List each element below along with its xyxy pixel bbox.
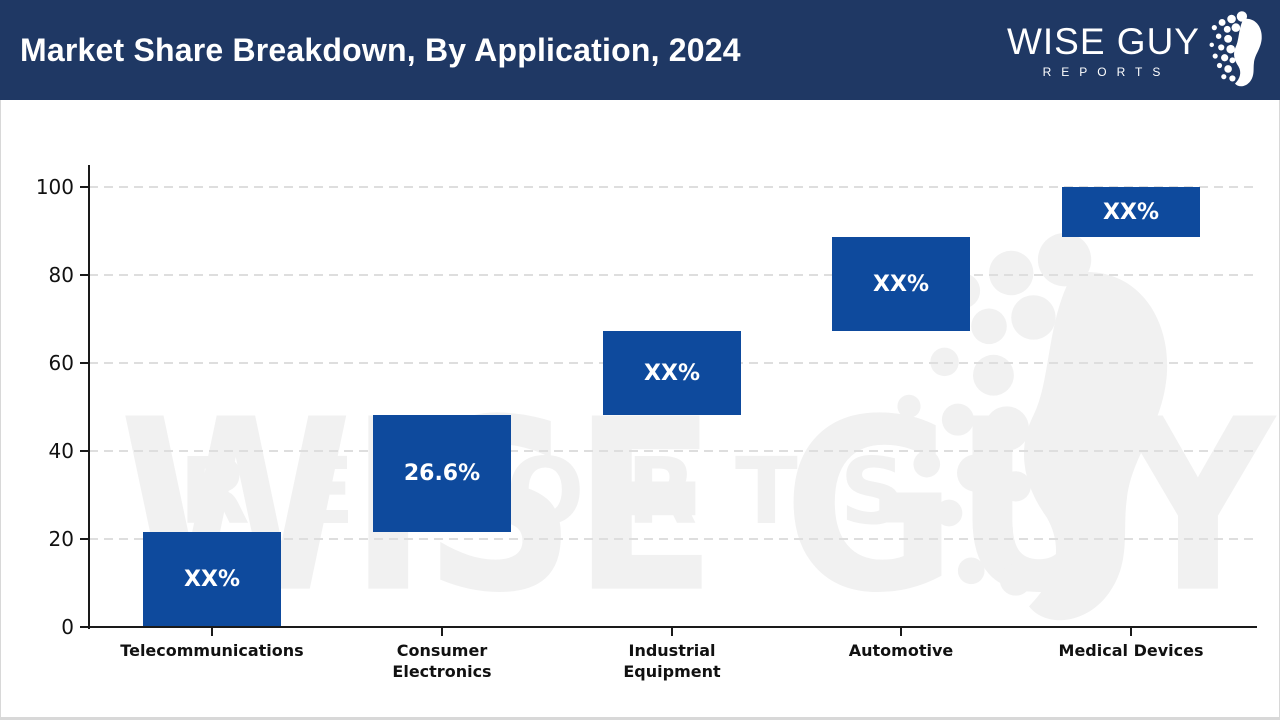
- x-axis-line: [88, 626, 1257, 628]
- y-gridline: [89, 450, 1256, 452]
- y-gridline: [89, 538, 1256, 540]
- brand-subtext: REPORTS: [1042, 64, 1171, 79]
- header-bar: Market Share Breakdown, By Application, …: [0, 0, 1280, 100]
- y-tick-mark: [80, 538, 88, 540]
- y-tick-mark: [80, 362, 88, 364]
- bar-value-label: 26.6%: [403, 461, 481, 487]
- bar-value-label: XX%: [184, 567, 240, 593]
- y-tick-mark: [80, 450, 88, 452]
- y-tick-mark: [80, 626, 88, 628]
- y-gridline: [89, 274, 1256, 276]
- y-tick-label: 80: [48, 263, 74, 287]
- bar-value-label: XX%: [644, 360, 700, 386]
- chart-area: WISE GUY REPORTS 0 20 40 60 80 100 XX% 26.6% XX%…: [0, 100, 1280, 720]
- y-gridline: [89, 186, 1256, 188]
- chart-title: Market Share Breakdown, By Application, …: [20, 31, 741, 68]
- y-tick-mark: [80, 186, 88, 188]
- bar-5: XX%: [1062, 187, 1200, 238]
- y-tick-label: 100: [35, 175, 74, 199]
- bar-4: XX%: [832, 237, 970, 332]
- y-tick-label: 0: [61, 615, 74, 639]
- x-tick-mark: [900, 628, 902, 636]
- head-silhouette-icon: [1209, 11, 1262, 87]
- x-tick-mark: [441, 628, 443, 636]
- x-category-label: Medical Devices: [1058, 641, 1204, 660]
- brand-logo: WISE GUY REPORTS: [1007, 0, 1266, 100]
- brand-wordmark: WISE GUY: [1006, 20, 1200, 62]
- y-tick-label: 60: [48, 351, 74, 375]
- bar-value-label: XX%: [1103, 199, 1159, 225]
- brand-logo-text: WISE GUY REPORTS: [1007, 23, 1200, 78]
- watermark-head-icon: [897, 233, 1168, 621]
- bar-value-label: XX%: [873, 271, 929, 297]
- y-tick-label: 40: [48, 439, 74, 463]
- x-category-label: Telecommunications: [120, 641, 304, 660]
- x-category-label: Industrial Equipment: [623, 641, 721, 681]
- bar-1: XX%: [143, 532, 281, 627]
- x-tick-mark: [211, 628, 213, 636]
- watermark-subtext: REPORTS: [179, 438, 949, 545]
- y-axis-line: [88, 165, 90, 629]
- x-tick-mark: [1130, 628, 1132, 636]
- bar-2: 26.6%: [373, 415, 511, 533]
- x-tick-mark: [671, 628, 673, 636]
- y-tick-mark: [80, 274, 88, 276]
- bar-3: XX%: [603, 331, 741, 416]
- x-category-label: Consumer Electronics: [392, 641, 492, 681]
- x-category-label: Automotive: [848, 641, 954, 660]
- y-tick-label: 20: [48, 527, 74, 551]
